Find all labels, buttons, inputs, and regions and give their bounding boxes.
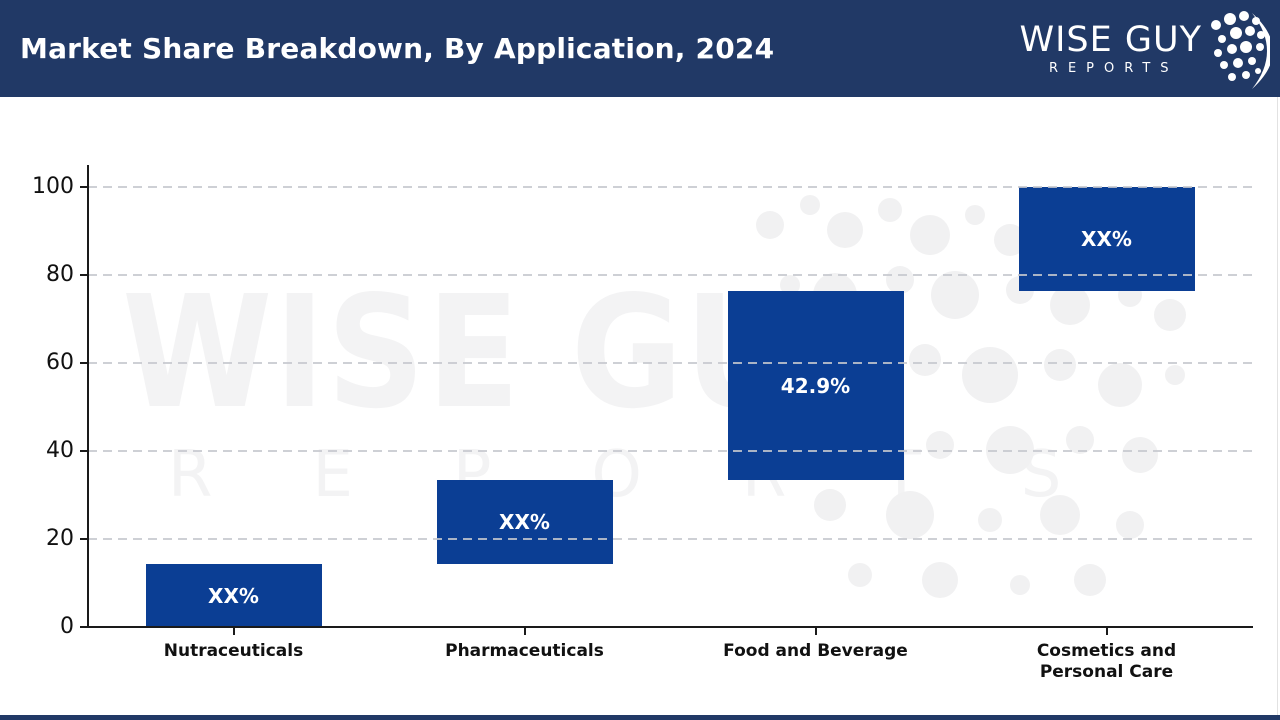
wiseguy-logo-name: WISE GUY — [1019, 19, 1202, 60]
header-bar: Market Share Breakdown, By Application, … — [0, 0, 1280, 97]
y-tick-label: 20 — [46, 526, 74, 551]
right-edge-divider — [1277, 97, 1278, 715]
x-tick-mark — [814, 628, 817, 635]
wiseguy-logo-subtitle: REPORTS — [1048, 61, 1179, 77]
x-category-label-line: Nutraceuticals — [163, 641, 304, 661]
x-tick-mark — [232, 628, 235, 635]
y-tick-label: 60 — [46, 350, 74, 375]
bar-nutraceuticals — [145, 564, 322, 627]
bar-food-and-beverage — [727, 291, 904, 481]
y-tick-mark — [80, 626, 87, 628]
y-tick-mark — [80, 274, 87, 276]
wiseguy-logo: WISE GUY REPORTS — [1019, 6, 1270, 92]
bar-value-label: XX% — [1081, 227, 1132, 252]
x-category-label: Nutraceuticals — [104, 641, 364, 662]
x-category-label-line: Food and Beverage — [723, 641, 908, 661]
y-gridline — [88, 538, 1252, 540]
x-category-label: Pharmaceuticals — [395, 641, 655, 662]
y-gridline — [88, 450, 1252, 452]
y-tick-label: 100 — [32, 174, 74, 199]
footer-bar — [0, 715, 1280, 720]
x-axis-line — [87, 626, 1253, 628]
x-category-label: Cosmetics and Personal Care — [977, 641, 1237, 683]
page-title: Market Share Breakdown, By Application, … — [20, 32, 775, 65]
x-tick-mark — [1105, 628, 1108, 635]
bar-value-label: 42.9% — [780, 373, 851, 398]
y-gridline — [88, 186, 1252, 188]
y-tick-mark — [80, 450, 87, 452]
bar-value-label: XX% — [499, 510, 550, 535]
wiseguy-logo-text: WISE GUY REPORTS — [1019, 19, 1202, 77]
y-axis-line — [87, 165, 89, 628]
bar-value-label: XX% — [208, 583, 259, 608]
bar-cosmetics-and-personal-care — [1018, 187, 1195, 292]
x-category-label-line: Cosmetics and — [1036, 641, 1177, 661]
y-tick-mark — [80, 538, 87, 540]
y-tick-mark — [80, 186, 87, 188]
y-tick-label: 40 — [46, 438, 74, 463]
wiseguy-face-icon — [1211, 11, 1270, 89]
y-tick-label: 0 — [60, 614, 74, 639]
x-category-label-line: Pharmaceuticals — [445, 641, 604, 661]
x-tick-mark — [523, 628, 526, 635]
y-gridline — [88, 362, 1252, 364]
bar-pharmaceuticals — [436, 480, 613, 565]
y-gridline — [88, 274, 1252, 276]
y-tick-label: 80 — [46, 262, 74, 287]
x-category-label-line: Personal Care — [1039, 662, 1174, 682]
y-tick-mark — [80, 362, 87, 364]
x-category-label: Food and Beverage — [686, 641, 946, 662]
